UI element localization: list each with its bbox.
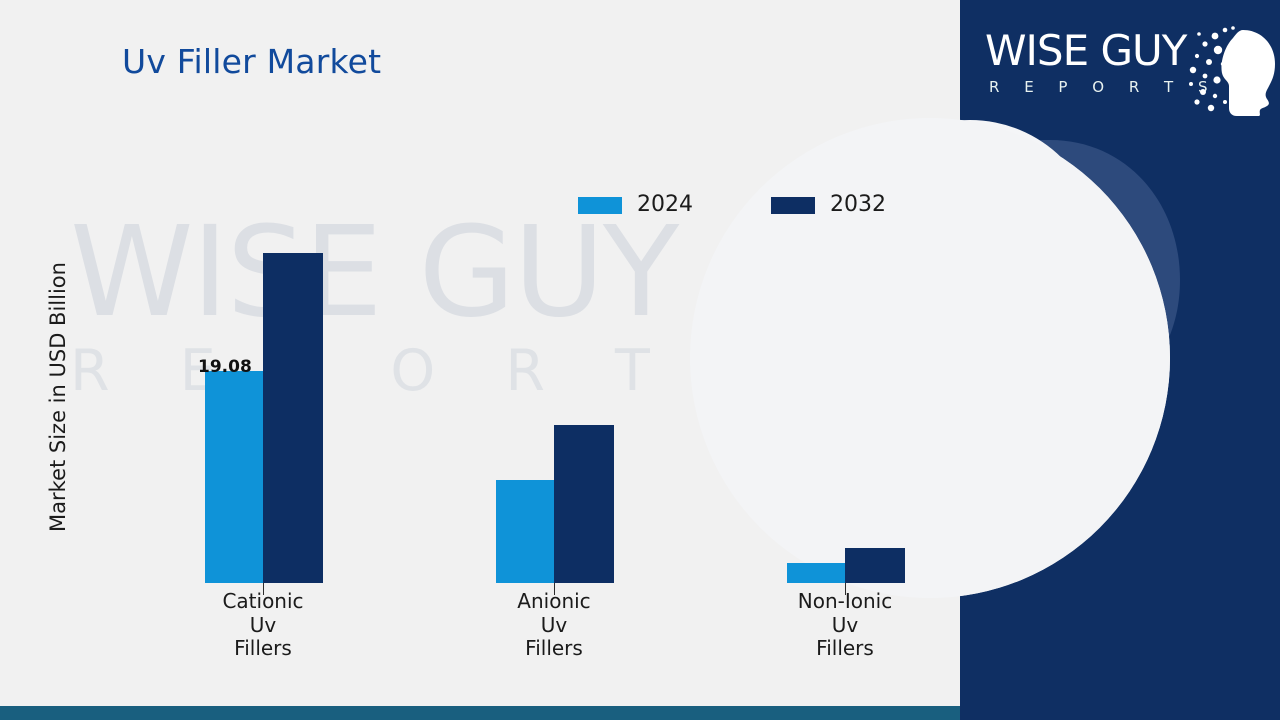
axis-tick-2: [554, 583, 555, 595]
category-line-1: Cationic: [222, 589, 304, 613]
dotted-head-icon: [1189, 26, 1275, 116]
category-line-1: Anionic: [517, 589, 591, 613]
category-line-2: Uv: [249, 612, 277, 637]
category-line-3: Fillers: [816, 636, 874, 661]
axis-tick-1: [263, 583, 264, 595]
category-line-3: Fillers: [234, 636, 292, 661]
legend-swatch-2024: [578, 196, 622, 214]
legend-item-2024[interactable]: 2024: [578, 194, 693, 216]
chart: Market Size in USD Billion 2024 2032 19.…: [46, 194, 935, 661]
category-line-2: Uv: [831, 612, 859, 637]
category-line-3: Fillers: [525, 636, 583, 661]
bar-2024-anionic[interactable]: [496, 480, 554, 583]
data-label-cationic-2024: 19.08: [198, 357, 252, 377]
bar-2024-cationic[interactable]: [205, 371, 263, 583]
category-label-cationic: Cationic Uv Fillers: [173, 589, 353, 661]
legend-label-2024: 2024: [637, 192, 693, 217]
axis-tick-3: [845, 583, 846, 595]
bar-2024-non-ionic[interactable]: [787, 563, 845, 583]
category-label-anionic: Anionic Uv Fillers: [464, 589, 644, 661]
brand-logo: WISE GUY R E P O R T S: [985, 26, 1275, 125]
legend-swatch-2032: [771, 196, 815, 214]
category-label-non-ionic: Non-Ionic Uv Fillers: [755, 589, 935, 661]
bar-2032-cationic[interactable]: [263, 253, 323, 583]
bar-2032-non-ionic[interactable]: [845, 548, 905, 583]
page-title: Uv Filler Market: [122, 42, 382, 81]
bottom-accent-bar: [0, 706, 960, 720]
logo-wordmark: WISE GUY: [985, 26, 1187, 75]
plot-area: 19.08 Cationic Uv Fillers Anionic Uv Fil…: [173, 253, 935, 661]
category-line-2: Uv: [540, 612, 568, 637]
logo-tagline: R E P O R T S: [989, 78, 1218, 96]
category-line-1: Non-Ionic: [797, 589, 893, 613]
bar-2032-anionic[interactable]: [554, 425, 614, 583]
